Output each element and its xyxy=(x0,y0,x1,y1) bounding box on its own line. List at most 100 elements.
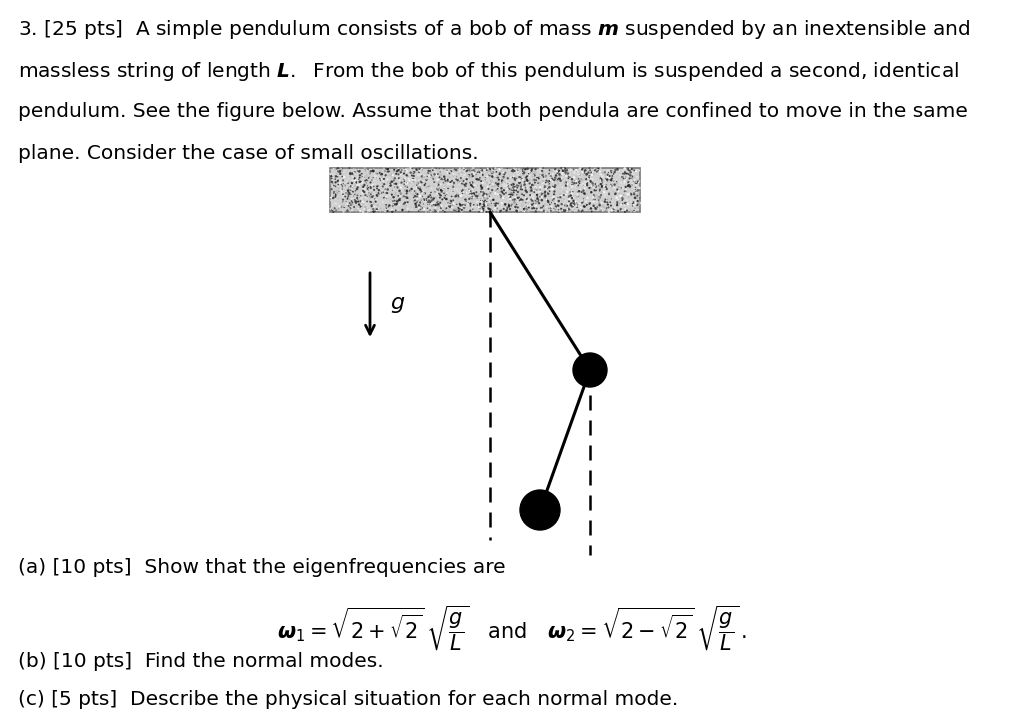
Point xyxy=(349,196,366,207)
Point xyxy=(466,188,482,200)
Point xyxy=(383,175,399,187)
Point xyxy=(458,191,474,203)
Point xyxy=(410,193,426,204)
Point xyxy=(475,203,492,215)
Point xyxy=(519,174,536,186)
Point xyxy=(455,199,471,211)
Point xyxy=(603,175,620,186)
Point xyxy=(431,202,447,213)
Point xyxy=(614,194,631,206)
Point xyxy=(503,172,519,183)
Point xyxy=(521,199,538,211)
Point xyxy=(454,173,470,185)
Point xyxy=(570,190,587,202)
Point xyxy=(348,176,365,188)
Point xyxy=(429,196,445,208)
Point xyxy=(614,177,631,189)
Point xyxy=(381,165,397,177)
Point xyxy=(560,183,577,194)
Point xyxy=(503,185,519,196)
Point xyxy=(584,206,600,218)
Point xyxy=(608,168,625,180)
Point xyxy=(556,186,572,198)
Point xyxy=(348,196,365,207)
Point xyxy=(623,188,639,199)
Point xyxy=(540,196,556,207)
Point xyxy=(621,178,637,190)
Point xyxy=(570,196,587,208)
Point xyxy=(512,202,528,214)
Point xyxy=(330,183,346,194)
Point xyxy=(365,204,381,215)
Point xyxy=(565,193,582,204)
Point xyxy=(600,202,616,214)
Point xyxy=(466,200,482,212)
Point xyxy=(573,197,590,209)
Point xyxy=(346,189,362,201)
Point xyxy=(482,178,499,190)
Point xyxy=(466,168,482,180)
Point xyxy=(498,172,514,183)
Point xyxy=(608,173,625,185)
Point xyxy=(567,167,584,178)
Point xyxy=(410,188,426,200)
Point xyxy=(561,184,578,196)
Point xyxy=(494,165,510,177)
Point xyxy=(568,179,585,191)
Point xyxy=(368,185,384,196)
Point xyxy=(452,190,468,202)
Point xyxy=(408,198,424,210)
Point xyxy=(408,194,424,205)
Point xyxy=(579,178,595,190)
Point xyxy=(494,199,510,210)
Point xyxy=(597,196,613,207)
Point xyxy=(630,185,646,196)
Point xyxy=(441,168,458,180)
Point xyxy=(478,171,495,183)
Point xyxy=(616,183,633,194)
Point xyxy=(366,163,382,175)
Point xyxy=(480,183,497,194)
Point xyxy=(499,202,515,214)
Point xyxy=(489,183,506,195)
Point xyxy=(525,197,542,209)
Point xyxy=(446,165,463,176)
Point xyxy=(483,164,500,175)
Point xyxy=(406,178,422,189)
Point xyxy=(601,172,617,183)
Point xyxy=(515,201,531,212)
Point xyxy=(392,182,409,194)
Point xyxy=(565,177,582,189)
Point xyxy=(409,182,425,194)
Point xyxy=(429,183,445,195)
Point xyxy=(465,170,481,182)
Point xyxy=(566,172,583,183)
Point xyxy=(578,185,594,196)
Point xyxy=(328,170,344,182)
Point xyxy=(391,185,408,196)
Point xyxy=(365,165,381,176)
Point xyxy=(327,181,343,192)
Point xyxy=(601,176,617,188)
Point xyxy=(328,164,344,175)
Point xyxy=(542,181,558,193)
Point xyxy=(360,184,377,196)
Text: (c) [5 pts]  Describe the physical situation for each normal mode.: (c) [5 pts] Describe the physical situat… xyxy=(18,690,678,709)
Point xyxy=(528,182,545,194)
Point xyxy=(564,201,581,212)
Point xyxy=(614,172,631,183)
Point xyxy=(545,175,561,187)
Point xyxy=(365,191,381,203)
Point xyxy=(388,178,404,189)
Point xyxy=(414,176,430,188)
Point xyxy=(519,176,536,188)
Point xyxy=(489,188,506,199)
Point xyxy=(392,196,409,208)
Point xyxy=(409,197,425,209)
Point xyxy=(543,195,559,207)
Point xyxy=(346,198,362,210)
Point xyxy=(537,188,553,199)
Point xyxy=(592,183,608,195)
Point xyxy=(359,170,376,182)
Point xyxy=(513,183,529,195)
